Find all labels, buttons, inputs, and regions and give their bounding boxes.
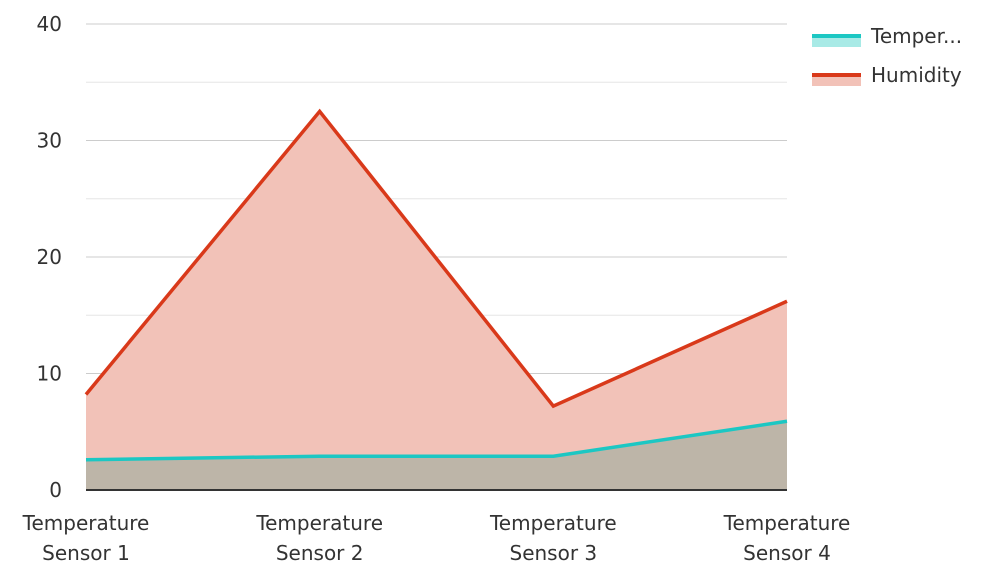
x-tick-label: Temperature Sensor 4 (723, 511, 851, 562)
y-tick-label: 20 (37, 245, 62, 269)
y-tick-label: 30 (37, 129, 62, 153)
series-areas (86, 111, 787, 490)
x-tick-label: Temperature Sensor 1 (22, 511, 150, 562)
legend-label: Temper... (870, 24, 962, 48)
legend-swatch-fill (812, 76, 861, 86)
x-tick-label: Temperature Sensor 2 (255, 511, 383, 562)
series-line-humidity (84, 108, 788, 409)
area-temperature (86, 421, 787, 490)
y-tick-label: 10 (37, 362, 62, 386)
legend-label: Humidity (871, 63, 962, 87)
area-humidity (86, 111, 787, 490)
y-tick-label: 0 (49, 478, 62, 502)
y-tick-label: 40 (37, 12, 62, 36)
series-line-temperature (85, 419, 788, 462)
x-tick-label: Temperature Sensor 3 (489, 511, 617, 562)
series-lines (84, 108, 788, 462)
legend: Temper... Humidity (812, 24, 962, 87)
axes: 0 10 20 30 40 Temperature Sensor 1 Temperature S… (22, 12, 851, 562)
legend-swatch-fill (812, 37, 861, 47)
